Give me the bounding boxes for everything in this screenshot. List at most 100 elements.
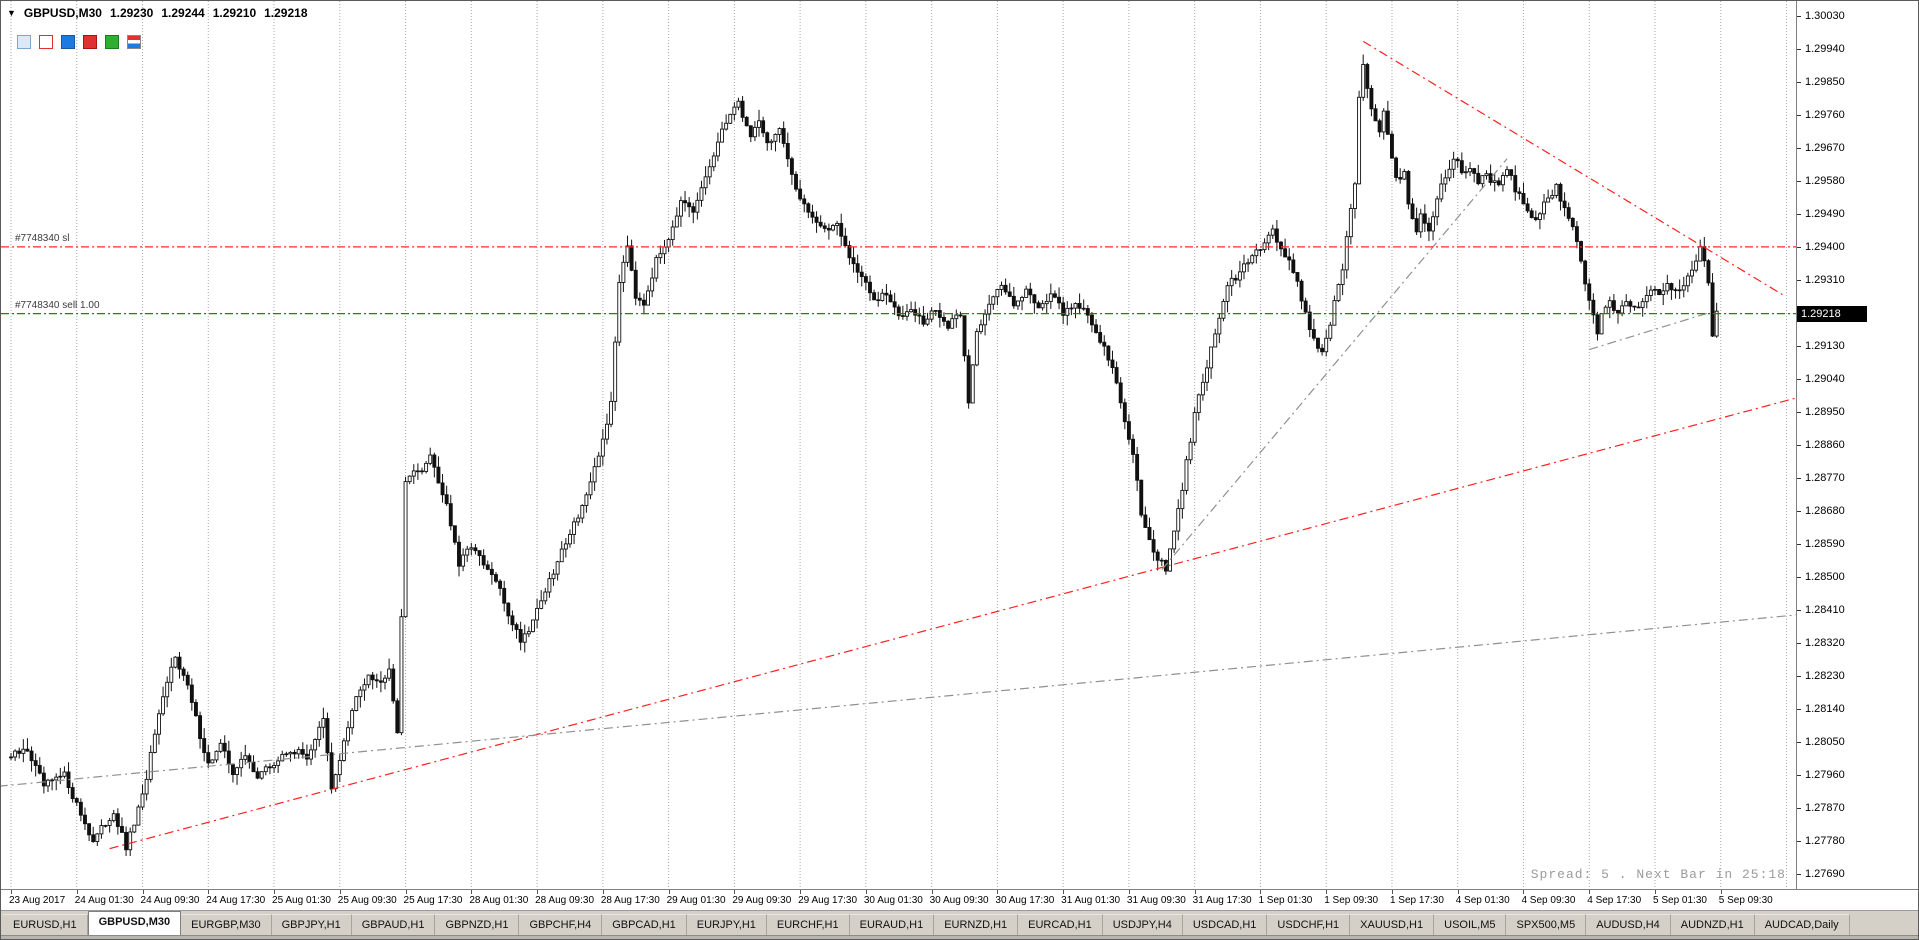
candle-body (1110, 359, 1115, 369)
time-axis-label: 1 Sep 09:30 (1324, 895, 1379, 906)
chart-tab-audnzd-h1[interactable]: AUDNZD,H1 (1670, 914, 1755, 935)
candle-body (855, 263, 860, 273)
candle-body (230, 764, 235, 776)
chart-tab-audcad-daily[interactable]: AUDCAD,Daily (1754, 914, 1850, 935)
price-axis-tick (1797, 874, 1801, 876)
chart-tab-gbpusd-m30[interactable]: GBPUSD,M30 (87, 911, 182, 935)
candle-body (818, 221, 823, 227)
chart-tab-usoil-m5[interactable]: USOIL,M5 (1434, 914, 1507, 935)
swatch-flag-button[interactable] (127, 35, 141, 49)
candle-body (411, 470, 416, 477)
gray-shallow-trendline[interactable] (1, 606, 1796, 787)
candle-body (695, 199, 700, 213)
chart-tab-eurjpy-h1[interactable]: EURJPY,H1 (686, 914, 767, 935)
time-axis-label: 31 Aug 09:30 (1126, 895, 1186, 906)
swatch-red-outline-button[interactable] (39, 35, 53, 49)
candle-body (157, 713, 161, 735)
candle-body (732, 106, 737, 115)
candle-body (481, 555, 486, 566)
swatch-lightblue-outline-button[interactable] (17, 35, 31, 49)
chart-plot-area[interactable]: ▼ GBPUSD,M30 1.29230 1.29244 1.29210 1.2… (1, 1, 1796, 889)
ohlc-close: 1.29218 (264, 6, 308, 20)
time-axis-label: 4 Sep 09:30 (1521, 895, 1576, 906)
chart-tab-eurnzd-h1[interactable]: EURNZD,H1 (934, 914, 1019, 935)
symbol-dropdown-icon[interactable]: ▼ (7, 8, 16, 18)
gray-steep-trendline[interactable] (1161, 158, 1508, 571)
chart-tab-usdcad-h1[interactable]: USDCAD,H1 (1182, 914, 1268, 935)
candle-body (1579, 241, 1583, 262)
price-axis-label: 1.29490 (1805, 207, 1845, 220)
ascending-trendline[interactable] (109, 386, 1796, 850)
time-axis-label: 31 Aug 17:30 (1192, 895, 1252, 906)
candle-body (1126, 421, 1131, 440)
time-axis-tick (1457, 890, 1459, 894)
candle-body (913, 309, 918, 316)
price-axis-label: 1.29400 (1805, 240, 1845, 253)
chart-tab-gbpjpy-h1[interactable]: GBPJPY,H1 (271, 914, 352, 935)
candle-body (744, 116, 749, 127)
price-axis-tick (1797, 246, 1801, 248)
candle-body (761, 120, 766, 134)
candle-body (1533, 217, 1538, 220)
candle-body (33, 760, 38, 766)
time-axis-tick (11, 890, 12, 894)
candle-body (806, 203, 811, 213)
candle-body (267, 766, 272, 769)
time-axis-tick (339, 890, 341, 894)
candle-body (1237, 271, 1242, 281)
candle-body (424, 462, 429, 472)
swatch-red-button[interactable] (83, 35, 97, 49)
candle-body (1242, 263, 1246, 273)
price-axis-tick (1797, 48, 1801, 50)
candle-body (296, 749, 301, 755)
candle-body (1151, 539, 1156, 553)
chart-tab-gbpaud-h1[interactable]: GBPAUD,H1 (351, 914, 436, 935)
candle-body (613, 341, 618, 402)
candle-body (1632, 305, 1637, 308)
chart-tab-gbpnzd-h1[interactable]: GBPNZD,H1 (435, 914, 520, 935)
chart-tab-usdchf-h1[interactable]: USDCHF,H1 (1267, 914, 1351, 935)
gray-short-trendline[interactable] (1589, 312, 1709, 351)
chart-tab-eurgbp-m30[interactable]: EURGBP,M30 (181, 914, 272, 935)
candle-body (1073, 303, 1078, 309)
candle-body (1624, 301, 1629, 307)
time-axis-tick (1128, 890, 1130, 894)
candle-body (1661, 290, 1666, 296)
time-axis-tick (274, 890, 276, 894)
price-axis[interactable]: 1.29218 1.30030 1.29940 1.29850 1.29760 1.29… (1796, 1, 1918, 889)
candle-body (568, 533, 572, 545)
candle-body (1439, 183, 1444, 200)
candle-body (103, 825, 108, 827)
descending-trendline[interactable] (1362, 40, 1783, 296)
chart-tab-gbpcad-h1[interactable]: GBPCAD,H1 (602, 914, 687, 935)
chart-symbol-period: GBPUSD,M30 (23, 6, 102, 20)
candle-body (1295, 272, 1300, 282)
candle-body (1036, 302, 1041, 309)
chart-tab-xauusd-h1[interactable]: XAUUSD,H1 (1350, 914, 1435, 935)
candle-body (769, 140, 774, 144)
swatch-green-button[interactable] (105, 35, 119, 49)
chart-tab-spx500-m5[interactable]: SPX500,M5 (1506, 914, 1587, 935)
chart-tab-eurchf-h1[interactable]: EURCHF,H1 (766, 914, 850, 935)
candle-body (1307, 311, 1312, 330)
chart-tab-eurusd-h1[interactable]: EURUSD,H1 (3, 914, 88, 935)
candle-body (469, 547, 474, 550)
candle-body (1587, 283, 1592, 301)
time-axis[interactable]: 23 Aug 2017 24 Aug 01:30 24 Aug 09:30 24 Au… (1, 889, 1918, 910)
candle-body (251, 761, 256, 773)
swatch-blue-button[interactable] (61, 35, 75, 49)
candle-body (991, 296, 996, 305)
chart-tab-usdjpy-h4[interactable]: USDJPY,H4 (1102, 914, 1183, 935)
candle-body (942, 316, 946, 322)
chart-tab-euraud-h1[interactable]: EURAUD,H1 (849, 914, 935, 935)
candle-body (313, 739, 318, 751)
chart-tab-audusd-h4[interactable]: AUDUSD,H4 (1586, 914, 1671, 935)
candle-body (383, 677, 387, 683)
chart-tab-gbpchf-h4[interactable]: GBPCHF,H4 (519, 914, 603, 935)
chart-tab-eurcad-h1[interactable]: EURCAD,H1 (1018, 914, 1103, 935)
price-axis-label: 1.27870 (1805, 802, 1845, 815)
candle-body (1509, 169, 1514, 176)
candle-body (621, 261, 626, 283)
candle-body (1443, 177, 1448, 185)
candle-body (148, 751, 153, 780)
